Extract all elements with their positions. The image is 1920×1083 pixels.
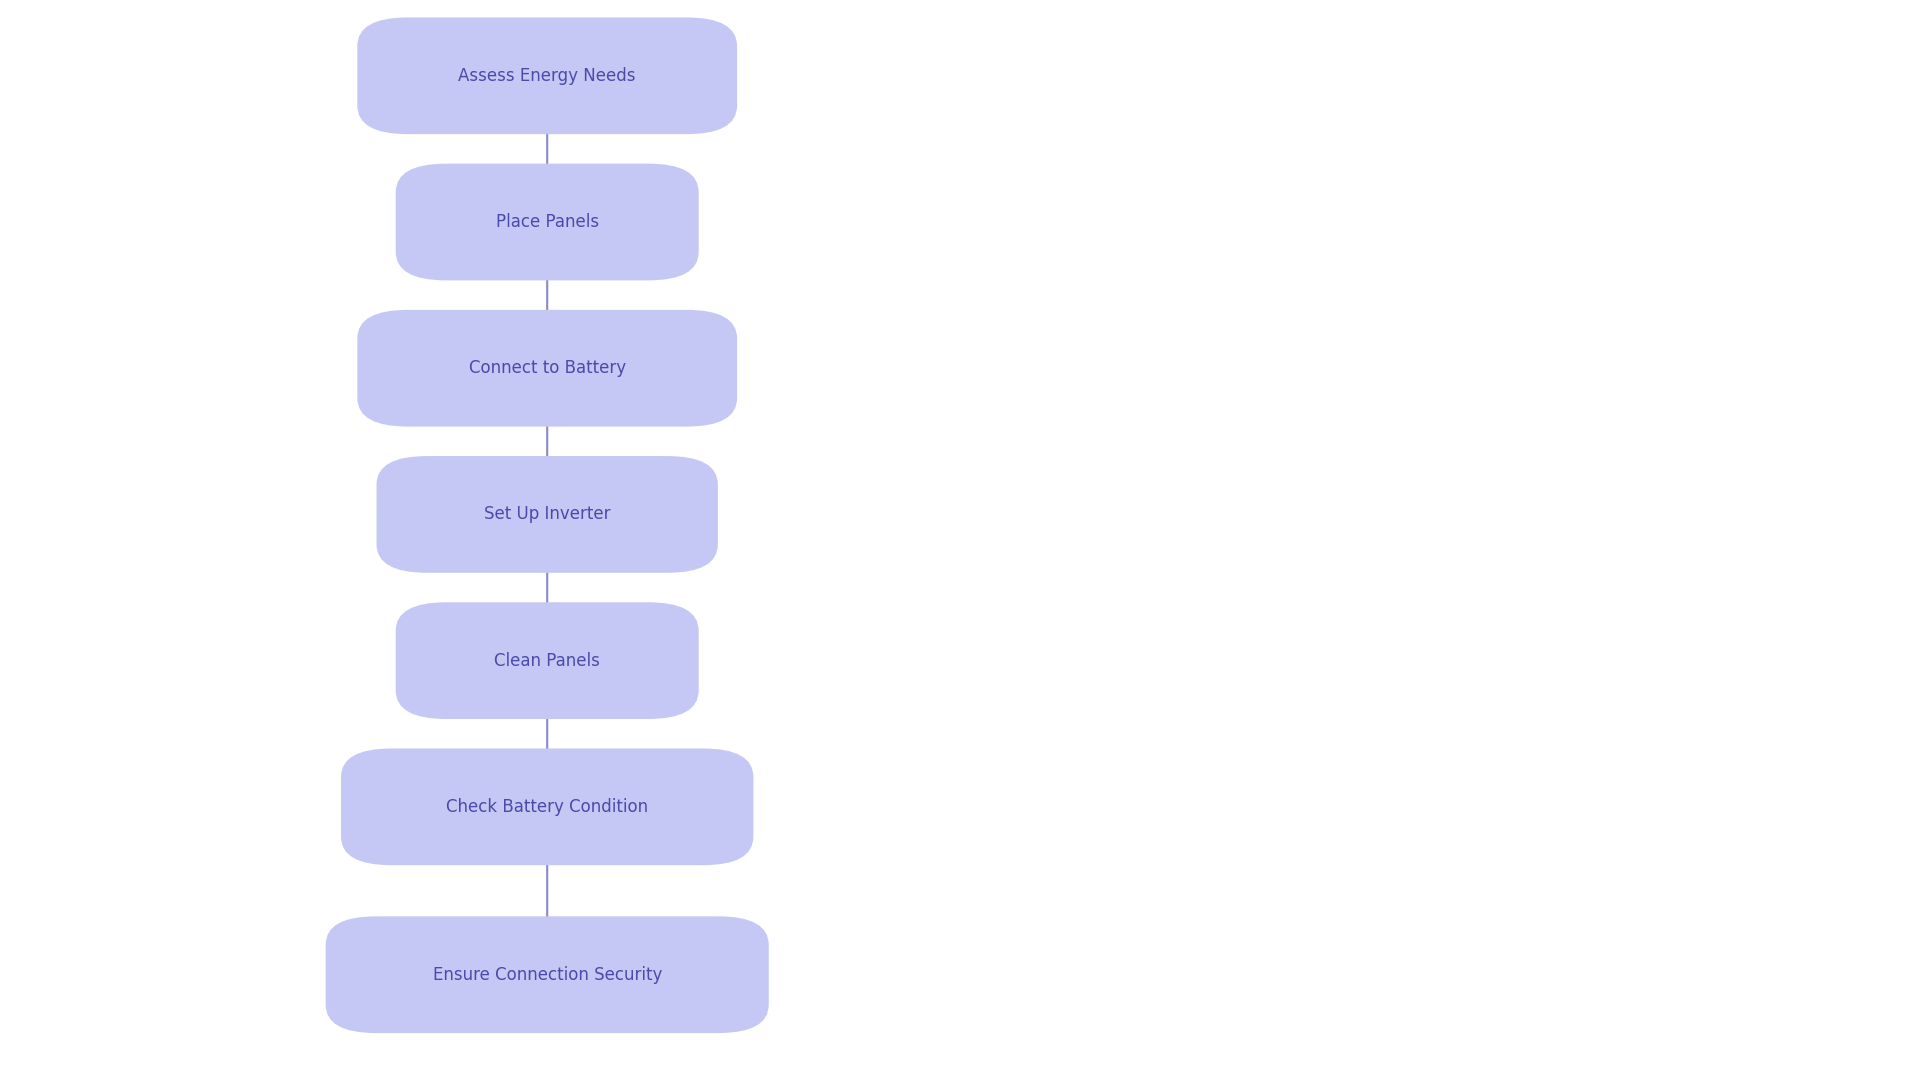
- FancyBboxPatch shape: [342, 748, 753, 865]
- FancyBboxPatch shape: [396, 164, 699, 280]
- FancyBboxPatch shape: [376, 456, 718, 573]
- FancyBboxPatch shape: [357, 17, 737, 134]
- Text: Check Battery Condition: Check Battery Condition: [445, 798, 649, 815]
- Text: Place Panels: Place Panels: [495, 213, 599, 231]
- FancyBboxPatch shape: [326, 916, 768, 1033]
- FancyBboxPatch shape: [357, 310, 737, 427]
- Text: Clean Panels: Clean Panels: [493, 652, 601, 669]
- Text: Assess Energy Needs: Assess Energy Needs: [459, 67, 636, 84]
- Text: Set Up Inverter: Set Up Inverter: [484, 506, 611, 523]
- Text: Ensure Connection Security: Ensure Connection Security: [432, 966, 662, 983]
- Text: Connect to Battery: Connect to Battery: [468, 360, 626, 377]
- FancyBboxPatch shape: [396, 602, 699, 719]
